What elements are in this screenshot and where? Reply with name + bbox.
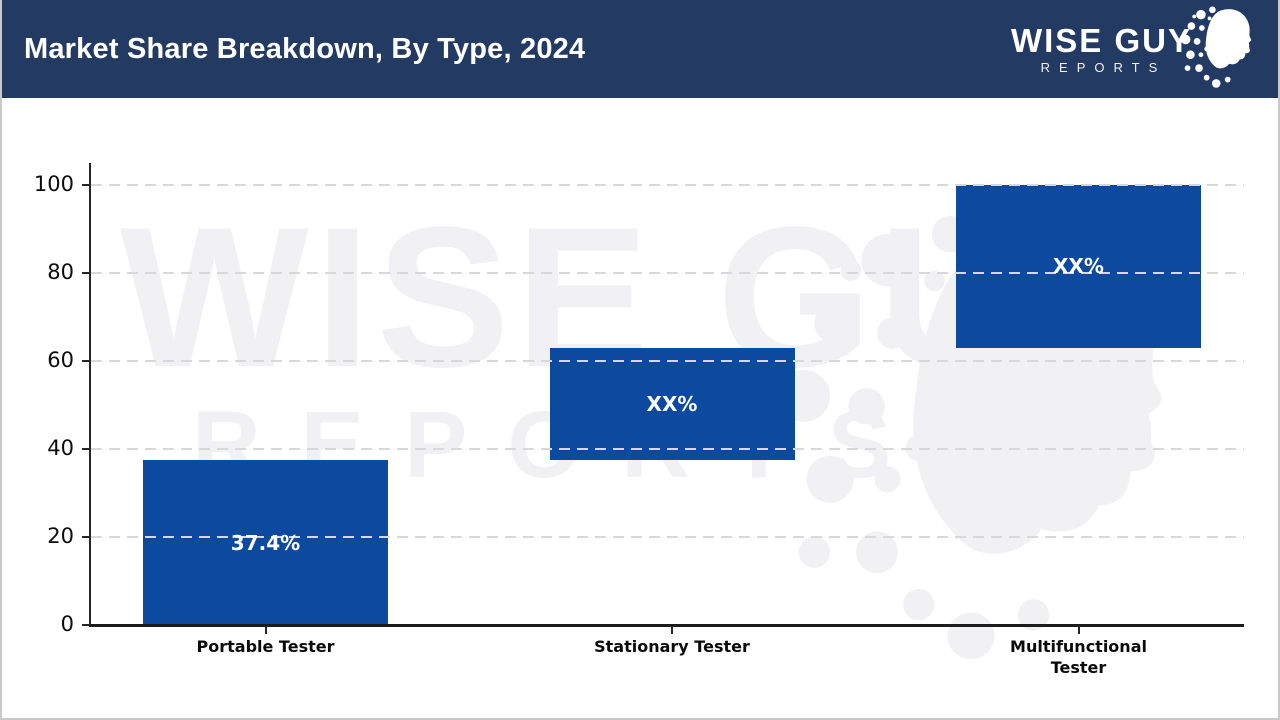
y-tick-label: 20 xyxy=(47,524,74,548)
y-tick-label: 80 xyxy=(47,260,74,284)
y-axis-tick xyxy=(82,360,90,362)
y-tick-label: 100 xyxy=(33,172,74,196)
x-axis-tick xyxy=(1077,626,1080,634)
y-tick-label: 40 xyxy=(47,436,74,460)
y-axis-spine xyxy=(89,163,91,625)
y-axis-tick xyxy=(82,624,90,626)
bar-segment xyxy=(143,460,388,625)
x-category-label: Multifunctional Tester xyxy=(1010,637,1147,677)
gridline-80 xyxy=(91,272,1244,274)
dotted-head-icon xyxy=(1180,6,1252,88)
y-axis-tick xyxy=(82,448,90,450)
x-category-label: Stationary Tester xyxy=(594,637,750,656)
wise-guy-reports-logo: WISE GUY REPORTS xyxy=(1011,5,1264,93)
logo-subtitle: REPORTS xyxy=(1040,60,1167,75)
gridline-40 xyxy=(91,448,1244,450)
y-tick-label: 60 xyxy=(47,348,74,372)
plot-area: WISE GUY REPORTS 02040608010037.4%Portab… xyxy=(2,98,1278,718)
header-band: Market Share Breakdown, By Type, 2024 WI… xyxy=(2,0,1278,98)
logo-wordmark: WISE GUY xyxy=(1010,22,1192,59)
gridline-60 xyxy=(91,360,1244,362)
x-axis-tick xyxy=(671,626,673,634)
x-axis-tick xyxy=(264,626,267,634)
bar-value-label: XX% xyxy=(1053,254,1104,279)
y-tick-label: 0 xyxy=(60,612,74,636)
y-axis-tick xyxy=(82,272,90,274)
bar-segment xyxy=(549,347,795,461)
x-axis-spine xyxy=(89,624,1244,627)
gridline-100 xyxy=(91,184,1244,186)
logo-text: WISE GUY REPORTS xyxy=(1011,24,1192,74)
bar-value-label: XX% xyxy=(646,392,698,417)
bar-segment xyxy=(956,185,1201,348)
x-category-label: Portable Tester xyxy=(196,637,335,656)
y-axis-tick xyxy=(82,536,90,538)
y-axis-tick xyxy=(82,184,90,186)
bar-value-label: 37.4% xyxy=(230,530,301,555)
chart-title: Market Share Breakdown, By Type, 2024 xyxy=(24,32,586,65)
gridline-20 xyxy=(91,536,1244,538)
